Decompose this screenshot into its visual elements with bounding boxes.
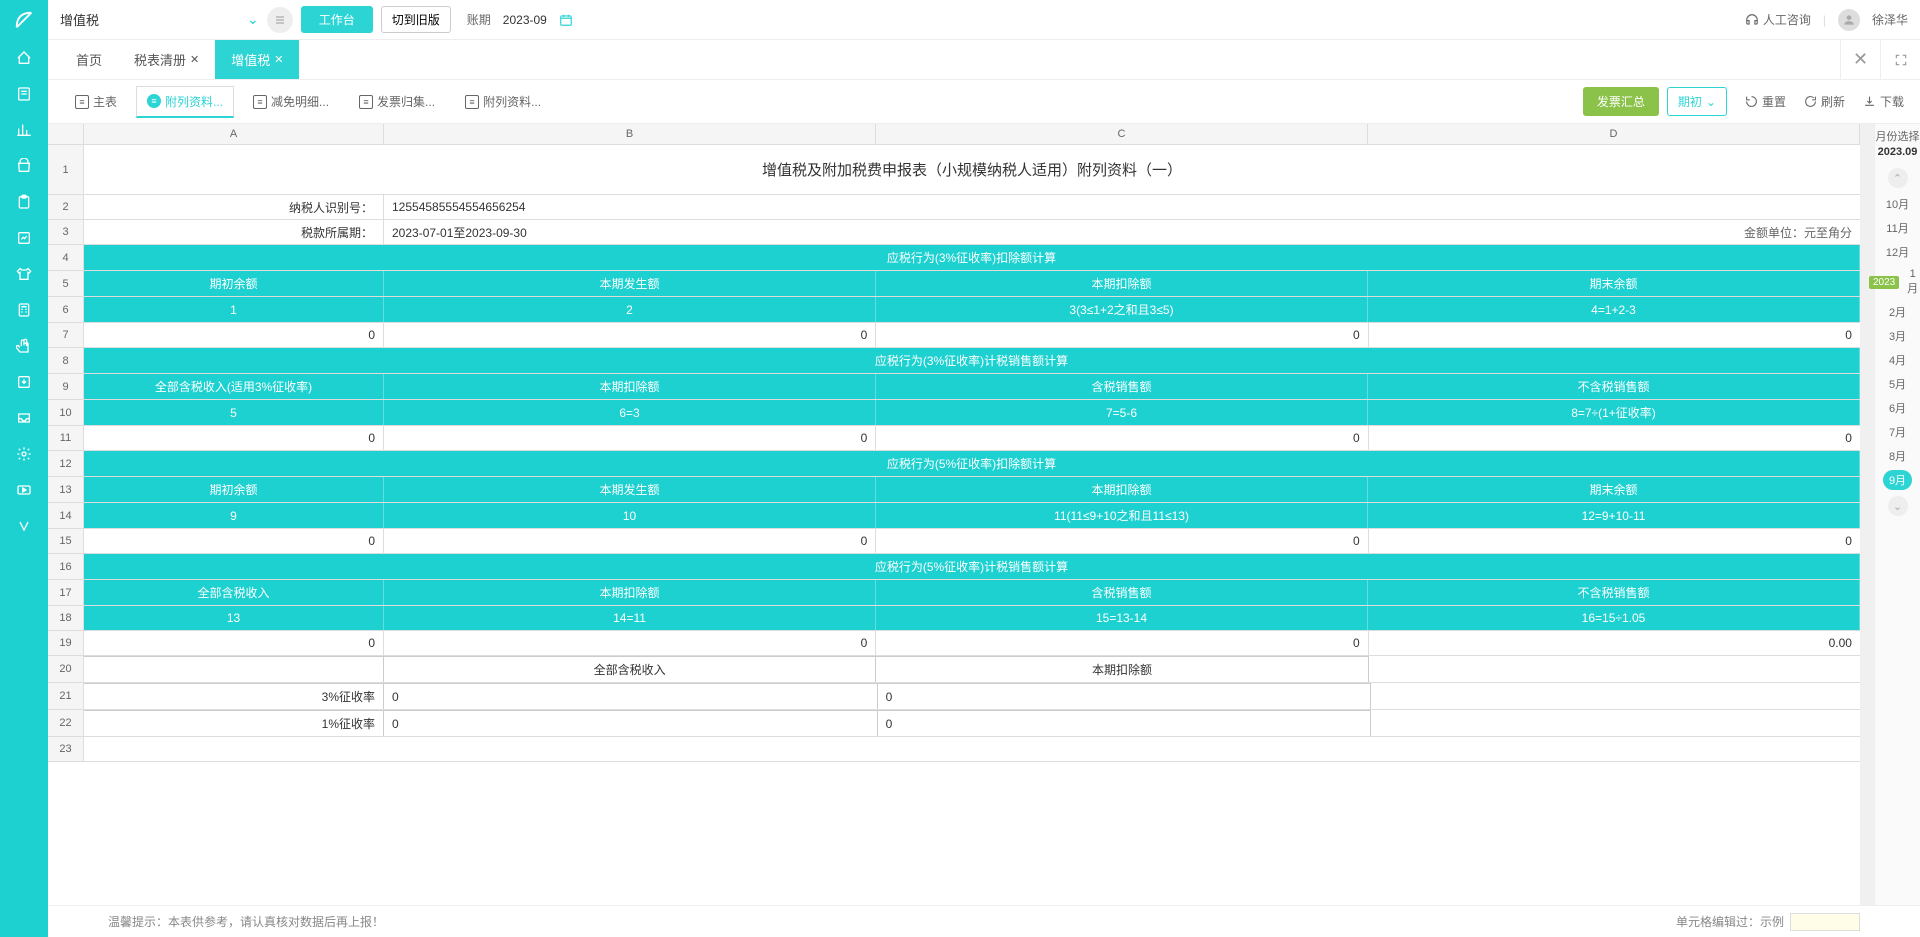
close-all-tabs[interactable]: ✕ (1840, 40, 1880, 79)
calendar-icon[interactable] (559, 13, 573, 27)
fullscreen-icon[interactable] (1880, 40, 1920, 79)
month-item-active[interactable]: 9月 (1883, 470, 1912, 490)
chevron-down-icon[interactable]: ⌄ (247, 11, 259, 28)
video-icon[interactable] (0, 472, 48, 508)
calc-icon[interactable] (0, 292, 48, 328)
refresh-link[interactable]: 刷新 (1804, 93, 1845, 110)
month-item[interactable]: 2月 (1875, 300, 1920, 324)
list-toggle-icon[interactable] (267, 7, 293, 33)
initial-button[interactable]: 期初⌄ (1667, 87, 1727, 116)
footer-tip: 温馨提示：本表供参考，请认真核对数据后再上报！ (108, 913, 384, 930)
shirt-icon[interactable] (0, 256, 48, 292)
month-item[interactable]: 10月 (1875, 192, 1920, 216)
tax-dropdown[interactable]: 增值税 (60, 10, 99, 29)
scrollbar[interactable] (1860, 124, 1874, 905)
clipboard-icon[interactable] (0, 184, 48, 220)
period-value: 2023-09 (503, 13, 547, 27)
hand-icon[interactable] (0, 328, 48, 364)
switch-old-button[interactable]: 切到旧版 (381, 6, 451, 33)
subtab-main[interactable]: ≡主表 (64, 86, 128, 117)
sheet-title: 增值税及附加税费申报表（小规模纳税人适用）附列资料（一） (84, 145, 1860, 194)
example-swatch (1790, 913, 1860, 931)
toolbar: ≡主表 ≡附列资料... ≡减免明细... ≡发票归集... ≡附列资料... … (48, 80, 1920, 124)
invoice-summary-button[interactable]: 发票汇总 (1583, 87, 1659, 116)
sheet-corner (48, 124, 84, 144)
spreadsheet[interactable]: A B C D 1增值税及附加税费申报表（小规模纳税人适用）附列资料（一） 2纳… (48, 124, 1860, 905)
export-icon[interactable] (0, 364, 48, 400)
page-tabs: 首页 税表清册✕ 增值税✕ ✕ (48, 40, 1920, 80)
subtab-invoice[interactable]: ≡发票归集... (348, 86, 446, 117)
month-panel: 月份选择 2023.09 ⌃ 10月 11月 12月 20231月 2月 3月 … (1874, 124, 1920, 905)
bag-icon[interactable] (0, 148, 48, 184)
month-item[interactable]: 11月 (1875, 216, 1920, 240)
tab-tax-list[interactable]: 税表清册✕ (118, 40, 215, 79)
tab-vat[interactable]: 增值税✕ (215, 40, 299, 79)
month-item[interactable]: 6月 (1875, 396, 1920, 420)
subtab-exempt[interactable]: ≡减免明细... (242, 86, 340, 117)
subtab-attach2[interactable]: ≡附列资料... (454, 86, 552, 117)
reset-link[interactable]: 重置 (1745, 93, 1786, 110)
username: 徐泽华 (1872, 11, 1908, 28)
close-icon[interactable]: ✕ (274, 53, 283, 66)
inbox-icon[interactable] (0, 400, 48, 436)
month-down-icon[interactable]: ⌄ (1888, 496, 1908, 516)
gear-icon[interactable] (0, 436, 48, 472)
download-link[interactable]: 下载 (1863, 93, 1904, 110)
month-item[interactable]: 12月 (1875, 240, 1920, 264)
topbar: 增值税 ⌄ 工作台 切到旧版 账期 2023-09 人工咨询 | (48, 0, 1920, 40)
col-header: D (1368, 124, 1860, 144)
month-item[interactable]: 5月 (1875, 372, 1920, 396)
col-header: C (876, 124, 1368, 144)
tab-home[interactable]: 首页 (60, 40, 118, 79)
report-icon[interactable] (0, 220, 48, 256)
month-up-icon[interactable]: ⌃ (1888, 168, 1908, 188)
footer: 温馨提示：本表供参考，请认真核对数据后再上报！ 单元格编辑过：示例 (48, 905, 1920, 937)
workspace-button[interactable]: 工作台 (301, 6, 373, 33)
month-item[interactable]: 7月 (1875, 420, 1920, 444)
logo (0, 0, 48, 40)
subtab-attach[interactable]: ≡附列资料... (136, 86, 234, 118)
avatar[interactable] (1838, 9, 1860, 31)
chart-icon[interactable] (0, 112, 48, 148)
year-badge: 2023 (1869, 276, 1899, 289)
consult-link[interactable]: 人工咨询 (1745, 11, 1811, 28)
period-label: 账期 (467, 11, 491, 28)
v-icon[interactable] (0, 508, 48, 544)
col-header: B (384, 124, 876, 144)
doc-icon[interactable] (0, 76, 48, 112)
month-item[interactable]: 1月 (1905, 264, 1920, 300)
col-header: A (84, 124, 384, 144)
home-icon[interactable] (0, 40, 48, 76)
close-icon[interactable]: ✕ (190, 53, 199, 66)
month-item[interactable]: 3月 (1875, 324, 1920, 348)
edit-legend-label: 单元格编辑过：示例 (1676, 913, 1784, 930)
month-item[interactable]: 4月 (1875, 348, 1920, 372)
sidebar (0, 0, 48, 937)
month-item[interactable]: 8月 (1875, 444, 1920, 468)
